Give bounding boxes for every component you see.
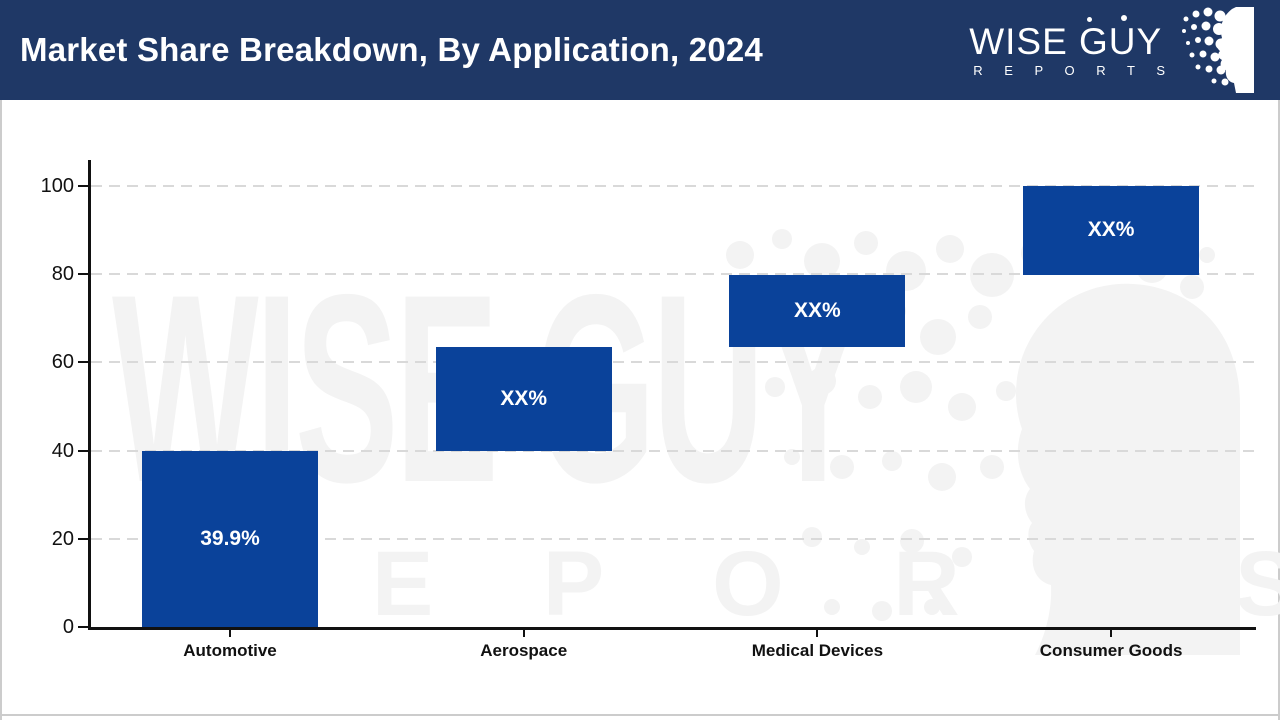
logo-text: WISE GUY R E P O R T S: [969, 14, 1174, 78]
y-tick-mark-40: [78, 449, 88, 452]
bar-value-label-consumer-goods: XX%: [1087, 218, 1135, 242]
y-tick-label-60: 60: [51, 351, 74, 374]
logo-brand-subtitle: R E P O R T S: [973, 62, 1174, 78]
logo-dot-icon: [1121, 14, 1128, 21]
bar-aerospace: XX%: [435, 346, 612, 452]
gridline-40: [91, 449, 1256, 452]
logo-dot-icon: [1087, 16, 1093, 22]
y-tick-label-100: 100: [40, 175, 74, 197]
x-axis-label-automotive: Automotive: [183, 641, 277, 660]
y-tick-label-20: 20: [51, 527, 74, 550]
logo-brand-name: WISE GUY: [969, 20, 1163, 62]
bar-consumer-goods: XX%: [1023, 186, 1200, 275]
bar-automotive: 39.9%: [142, 451, 318, 627]
y-tick-label-80: 80: [51, 263, 74, 286]
header: Market Share Breakdown, By Application, …: [0, 0, 1280, 100]
bar-value-label-automotive: 39.9%: [200, 527, 260, 550]
y-tick-mark-20: [78, 537, 88, 540]
x-axis-label-medical-devices: Medical Devices: [751, 641, 884, 660]
y-tick-label-0: 0: [62, 616, 74, 638]
x-tick-mark-automotive: [229, 630, 231, 637]
x-tick-mark-aerospace: [522, 630, 525, 637]
gridline-60: [91, 361, 1256, 364]
wiseguy-logo: WISE GUY R E P O R T S: [969, 7, 1254, 93]
x-axis-line: [88, 627, 1256, 630]
y-tick-mark-100: [78, 185, 88, 187]
x-tick-mark-medical-devices: [816, 630, 819, 637]
y-tick-mark-80: [78, 273, 88, 276]
y-tick-mark-60: [78, 361, 88, 364]
bottom-border: [0, 714, 1280, 716]
gridline-80: [91, 273, 1256, 276]
logo-face-icon: [1182, 7, 1254, 93]
x-tick-mark-consumer-goods: [1110, 630, 1113, 637]
bar-medical-devices: XX%: [729, 274, 906, 347]
x-axis-label-consumer-goods: Consumer Goods: [1039, 641, 1183, 660]
y-tick-label-40: 40: [51, 439, 74, 462]
y-axis-line: [88, 160, 91, 630]
page-title: Market Share Breakdown, By Application, …: [20, 31, 763, 68]
bar-value-label-medical-devices: XX%: [794, 298, 841, 322]
gridline-20: [91, 537, 1256, 540]
bar-value-label-aerospace: XX%: [500, 386, 548, 410]
y-tick-mark-0: [78, 626, 88, 628]
x-axis-label-aerospace: Aerospace: [480, 641, 568, 660]
gridline-100: [91, 185, 1256, 187]
